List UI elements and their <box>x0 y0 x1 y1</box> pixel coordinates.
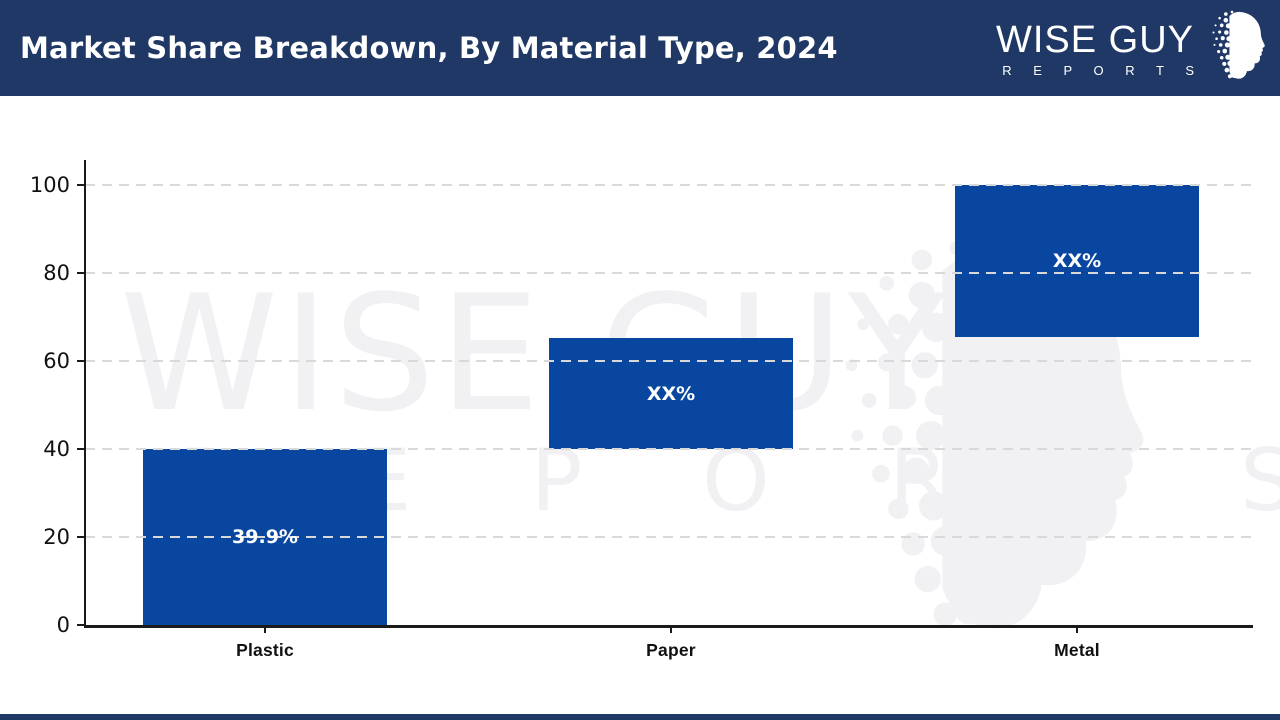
wiseguy-face-icon <box>1212 10 1265 79</box>
y-tick-label: 80 <box>43 260 70 285</box>
wiseguy-logo: WISE GUY R E P O R T S <box>996 6 1268 92</box>
y-tick-label: 60 <box>43 348 70 373</box>
x-axis <box>84 625 1253 628</box>
gridline-60 <box>85 359 1253 362</box>
bar-value-label: XX% <box>646 382 696 405</box>
gridline-20 <box>85 535 1253 538</box>
chart-title: Market Share Breakdown, By Material Type… <box>20 31 838 65</box>
footer-accent-bar <box>0 714 1280 720</box>
y-tick <box>77 359 85 362</box>
bar-metal <box>955 184 1199 338</box>
y-tick <box>77 183 85 186</box>
y-tick-label: 0 <box>56 613 70 637</box>
bar-paper <box>549 337 793 450</box>
header: Market Share Breakdown, By Material Type… <box>0 0 1280 96</box>
y-tick <box>77 271 85 274</box>
x-category-label-paper: Paper <box>646 640 696 660</box>
logo-subtitle: R E P O R T S <box>1002 62 1203 78</box>
y-tick <box>77 447 85 450</box>
y-tick <box>77 624 85 626</box>
x-tick <box>1076 625 1078 633</box>
x-tick <box>264 625 266 633</box>
logo-wordmark: WISE GUY <box>995 18 1194 61</box>
bar-value-label: XX% <box>1052 249 1102 272</box>
y-tick <box>77 535 85 538</box>
bar-value-label: 39.9% <box>232 526 298 549</box>
y-tick-label: 100 <box>29 172 70 197</box>
chart-canvas: WISE GUY R E P O R T S 39.9% Plastic XX% Pa… <box>0 96 1280 720</box>
x-category-label-metal: Metal <box>1054 640 1100 660</box>
gridline-40 <box>85 447 1253 450</box>
gridline-100 <box>85 183 1253 186</box>
y-axis <box>84 160 86 627</box>
y-tick-label: 40 <box>43 436 70 461</box>
x-category-label-plastic: Plastic <box>236 640 294 660</box>
gridline-80 <box>85 271 1253 274</box>
x-tick <box>670 625 672 633</box>
wiseguy-logo-text: WISE GUY R E P O R T S <box>996 21 1194 78</box>
watermark-wordmark: WISE GUY <box>120 260 950 447</box>
y-tick-label: 20 <box>43 524 70 549</box>
